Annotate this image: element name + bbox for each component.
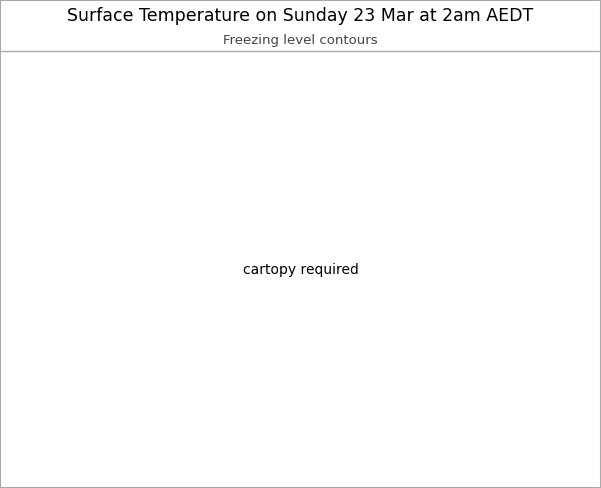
Text: Surface Temperature on Sunday 23 Mar at 2am AEDT: Surface Temperature on Sunday 23 Mar at … [67, 7, 534, 25]
Text: Freezing level contours: Freezing level contours [223, 35, 378, 47]
Text: cartopy required: cartopy required [243, 263, 358, 277]
